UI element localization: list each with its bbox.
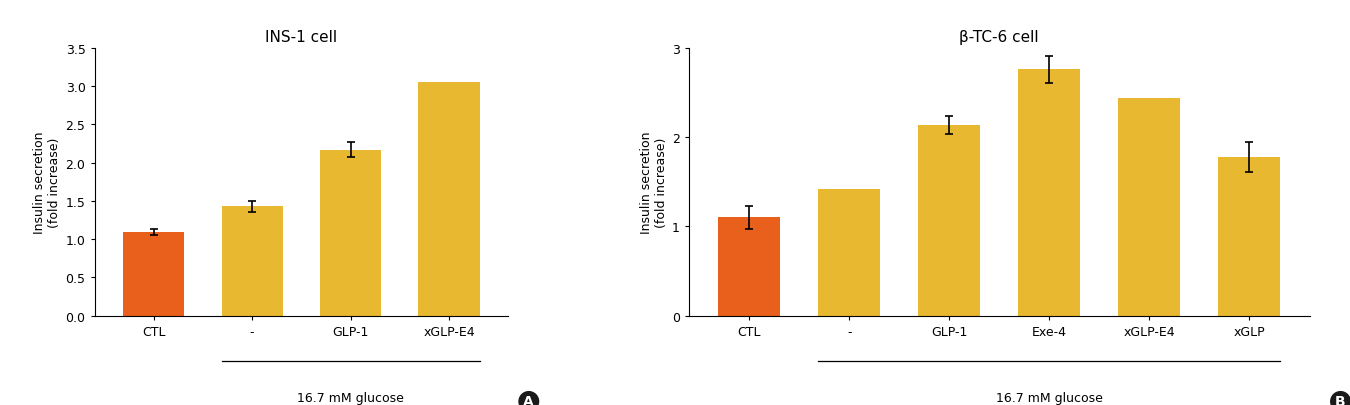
Title: INS-1 cell: INS-1 cell — [265, 30, 338, 45]
Y-axis label: Insulin secretion
(fold increase): Insulin secretion (fold increase) — [34, 131, 61, 233]
Bar — [1118, 98, 1180, 316]
Text: 16.7 mM glucose: 16.7 mM glucose — [297, 391, 404, 404]
Title: β-TC-6 cell: β-TC-6 cell — [960, 30, 1040, 45]
Y-axis label: Insulin secretion
(fold increase): Insulin secretion (fold increase) — [640, 131, 668, 233]
Bar — [1219, 157, 1281, 316]
Text: B: B — [1335, 394, 1346, 405]
Bar — [718, 218, 780, 316]
Bar — [918, 126, 980, 316]
Bar — [123, 232, 184, 316]
Text: A: A — [524, 394, 535, 405]
Text: 16.7 mM glucose: 16.7 mM glucose — [996, 391, 1103, 404]
Bar — [221, 207, 282, 316]
Bar — [1018, 70, 1080, 316]
Bar — [320, 150, 381, 316]
Bar — [418, 83, 479, 316]
Bar — [818, 190, 880, 316]
